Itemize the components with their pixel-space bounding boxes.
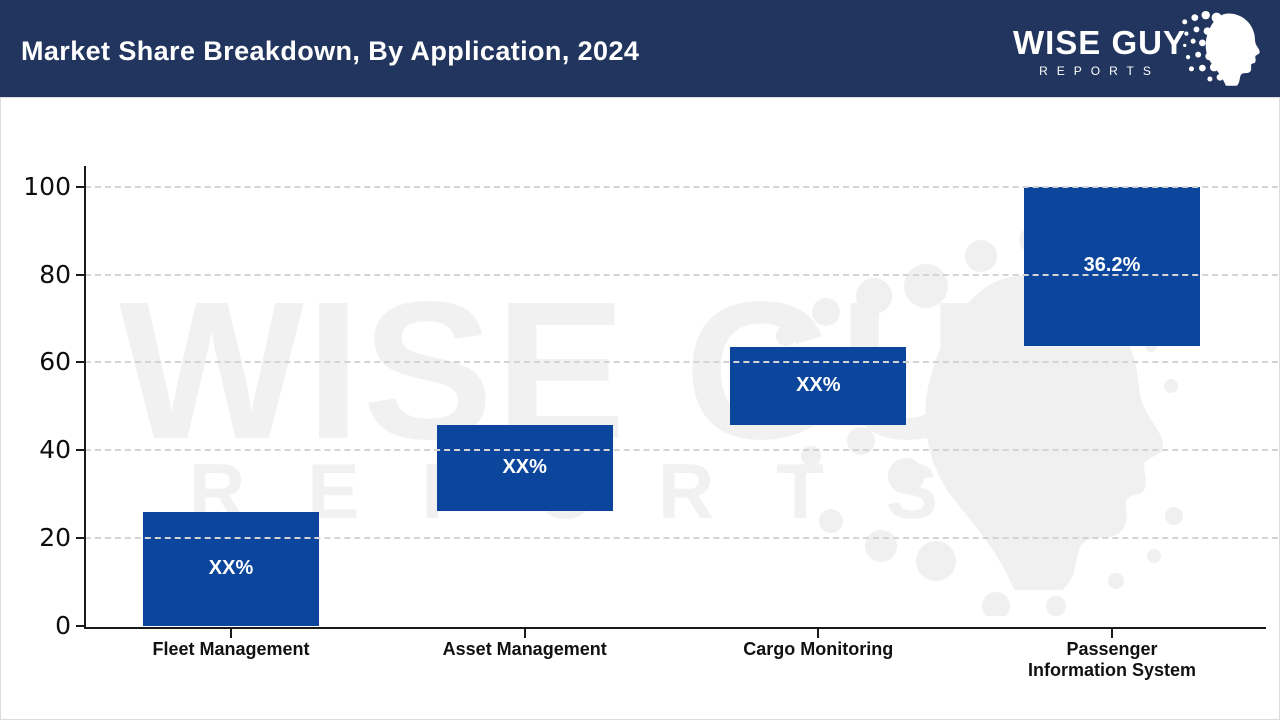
bar-value-label-0: XX% (208, 556, 254, 579)
y-tick-label-40: 40 (39, 435, 71, 465)
y-tick-label-80: 80 (39, 259, 71, 289)
header-band: Market Share Breakdown, By Application, … (0, 0, 1280, 97)
logo-subtitle: REPORTS (1039, 64, 1160, 78)
chart-title: Market Share Breakdown, By Application, … (21, 36, 640, 66)
y-tick-60 (76, 361, 85, 364)
bar-value-label-3: 36.2% (1083, 254, 1141, 277)
logo-face-icon (1182, 10, 1260, 86)
x-category-label-0: Fleet Management (152, 639, 310, 659)
y-tick-40 (76, 449, 85, 452)
bar-1 (436, 424, 613, 511)
x-tick-2 (817, 629, 820, 638)
y-tick-80 (76, 273, 85, 276)
bar-0 (143, 511, 319, 626)
bar-value-label-1: XX% (502, 455, 547, 478)
gridline-20 (85, 537, 1278, 540)
gridline-40 (85, 449, 1278, 452)
bar-2 (730, 346, 907, 425)
x-tick-1 (523, 629, 526, 638)
y-tick-20 (76, 537, 85, 540)
bar-value-label-2: XX% (796, 373, 841, 396)
y-axis-line (84, 166, 86, 628)
y-tick-label-0: 0 (55, 611, 71, 640)
wise-guy-reports-logo: WISE GUY REPORTS (1012, 8, 1262, 90)
x-tick-3 (1111, 629, 1113, 638)
logo-wordmark: WISE GUY (1012, 24, 1187, 61)
bar-3 (1024, 186, 1200, 346)
y-tick-100 (76, 185, 85, 188)
y-tick-label-20: 20 (39, 523, 71, 553)
x-category-label-3: Passenger Information System (1027, 639, 1197, 680)
y-tick-0 (76, 625, 85, 627)
x-axis-line (84, 627, 1266, 629)
x-category-label-1: Asset Management (442, 639, 607, 659)
y-tick-label-100: 100 (23, 171, 71, 201)
gridline-80 (85, 273, 1278, 276)
gridline-60 (85, 361, 1278, 364)
y-tick-label-60: 60 (39, 347, 71, 377)
x-tick-0 (230, 629, 232, 638)
logo-text: WISE GUY REPORTS (1012, 24, 1187, 78)
plot-area: WISE GUY REPORTS 020406080100XX%XX%XX%36… (0, 97, 1280, 720)
x-category-label-2: Cargo Monitoring (743, 639, 894, 659)
gridline-100 (85, 185, 1278, 188)
